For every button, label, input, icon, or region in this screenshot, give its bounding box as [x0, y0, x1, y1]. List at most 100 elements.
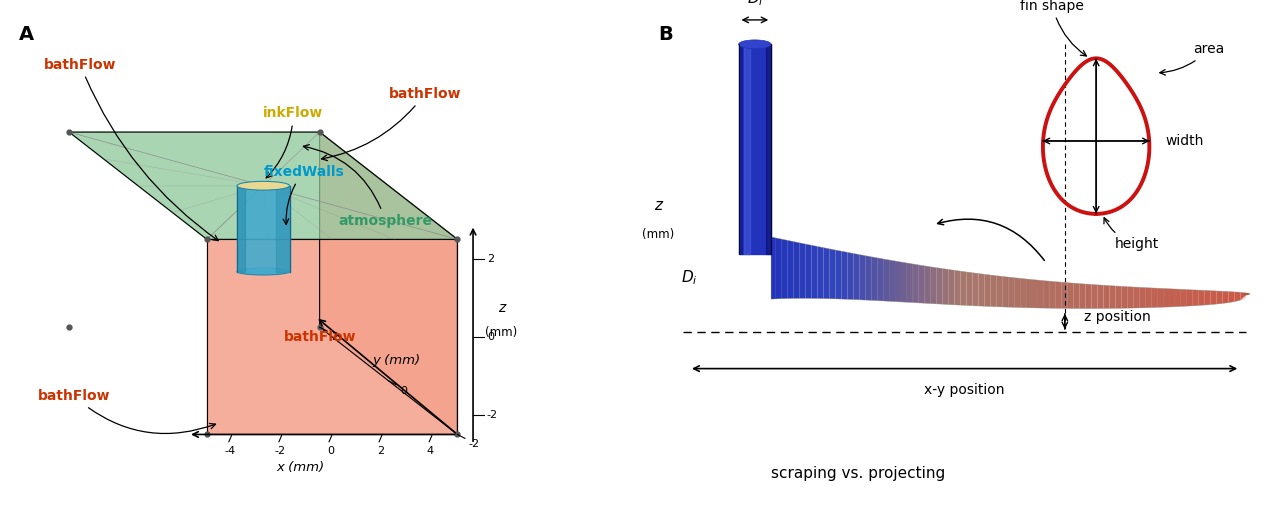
Polygon shape	[1217, 291, 1223, 304]
Polygon shape	[276, 186, 290, 272]
Text: width: width	[1166, 134, 1204, 148]
Text: inkFlow: inkFlow	[263, 107, 323, 178]
Polygon shape	[1074, 283, 1080, 308]
Polygon shape	[895, 261, 901, 302]
Polygon shape	[782, 239, 787, 299]
Polygon shape	[1174, 289, 1181, 307]
Polygon shape	[889, 260, 895, 302]
Polygon shape	[823, 248, 829, 299]
Polygon shape	[1044, 281, 1051, 308]
Polygon shape	[1116, 286, 1121, 308]
Polygon shape	[943, 269, 948, 304]
Polygon shape	[841, 251, 847, 299]
Polygon shape	[771, 237, 776, 299]
Polygon shape	[1187, 290, 1192, 306]
Polygon shape	[1228, 292, 1235, 303]
Polygon shape	[925, 266, 930, 304]
Polygon shape	[776, 238, 782, 299]
Ellipse shape	[1242, 293, 1250, 295]
Polygon shape	[865, 256, 872, 300]
Text: bathFlow: bathFlow	[38, 389, 216, 433]
Polygon shape	[1091, 284, 1098, 308]
Polygon shape	[854, 253, 859, 300]
Polygon shape	[919, 265, 925, 303]
Polygon shape	[990, 275, 997, 307]
Text: z: z	[654, 198, 662, 213]
Polygon shape	[1056, 282, 1062, 308]
Text: A: A	[19, 25, 35, 44]
Polygon shape	[1080, 283, 1085, 308]
Polygon shape	[1139, 288, 1145, 308]
Polygon shape	[1169, 289, 1174, 307]
Polygon shape	[1151, 288, 1157, 307]
Text: (mm): (mm)	[642, 228, 674, 241]
Text: -4: -4	[225, 446, 235, 456]
Polygon shape	[948, 269, 955, 305]
Polygon shape	[1008, 277, 1015, 307]
Polygon shape	[805, 244, 812, 298]
Text: fin shape: fin shape	[1020, 0, 1086, 56]
Polygon shape	[877, 258, 883, 301]
Text: B: B	[658, 25, 672, 44]
Polygon shape	[955, 270, 961, 305]
Polygon shape	[320, 132, 458, 434]
Text: (mm): (mm)	[486, 326, 518, 338]
Ellipse shape	[236, 181, 290, 190]
Polygon shape	[1192, 290, 1199, 306]
Text: z position: z position	[1084, 309, 1150, 324]
Text: x (mm): x (mm)	[277, 461, 325, 474]
Polygon shape	[1205, 291, 1210, 305]
Text: 0: 0	[400, 386, 406, 396]
Polygon shape	[739, 44, 771, 254]
Polygon shape	[961, 271, 966, 305]
Polygon shape	[1199, 290, 1205, 305]
Polygon shape	[236, 186, 290, 272]
Polygon shape	[236, 186, 245, 272]
Polygon shape	[984, 274, 990, 306]
Text: 0: 0	[327, 446, 334, 456]
Polygon shape	[901, 262, 907, 302]
Polygon shape	[1157, 288, 1163, 307]
Polygon shape	[794, 242, 800, 298]
Polygon shape	[1033, 279, 1038, 308]
Text: $D_i$: $D_i$	[681, 269, 698, 288]
Polygon shape	[930, 267, 937, 304]
Polygon shape	[207, 239, 458, 434]
Text: atmosphere: atmosphere	[303, 145, 432, 228]
Polygon shape	[836, 250, 841, 299]
Polygon shape	[1241, 292, 1246, 300]
Text: scraping vs. projecting: scraping vs. projecting	[771, 466, 946, 481]
Polygon shape	[1134, 287, 1139, 308]
Polygon shape	[973, 273, 979, 306]
Ellipse shape	[739, 40, 771, 49]
Text: 2: 2	[487, 254, 495, 264]
Polygon shape	[1109, 285, 1116, 308]
Polygon shape	[744, 44, 750, 254]
Polygon shape	[912, 264, 919, 303]
Polygon shape	[1127, 287, 1134, 308]
Polygon shape	[829, 249, 836, 299]
Polygon shape	[766, 44, 771, 254]
Text: x-y position: x-y position	[924, 383, 1005, 397]
Polygon shape	[1015, 278, 1020, 307]
Polygon shape	[859, 255, 865, 300]
Polygon shape	[800, 243, 805, 298]
Polygon shape	[907, 263, 912, 303]
Polygon shape	[1181, 290, 1187, 306]
Polygon shape	[739, 44, 743, 254]
Text: bathFlow: bathFlow	[45, 58, 219, 241]
Polygon shape	[979, 273, 984, 306]
Text: y (mm): y (mm)	[372, 355, 420, 367]
Polygon shape	[818, 246, 823, 299]
Ellipse shape	[236, 268, 290, 275]
Polygon shape	[1051, 281, 1056, 308]
Text: -2: -2	[275, 446, 286, 456]
Polygon shape	[1223, 291, 1228, 303]
Polygon shape	[1163, 289, 1169, 307]
Polygon shape	[872, 257, 877, 301]
Polygon shape	[69, 132, 458, 239]
Text: fixedWalls: fixedWalls	[263, 165, 344, 225]
Polygon shape	[1062, 282, 1067, 308]
Polygon shape	[937, 268, 943, 304]
Polygon shape	[883, 259, 889, 301]
